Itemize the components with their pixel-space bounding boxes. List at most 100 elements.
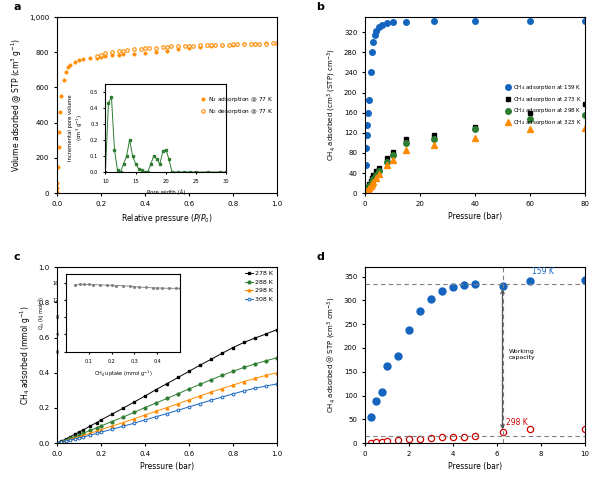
CH$_4$ adsorption at 323 K <box>389 157 396 163</box>
278 K <box>93 420 100 426</box>
278 K <box>62 436 70 442</box>
N$_2$ adsorption @ 77 K <box>241 41 248 47</box>
N$_2$ desorption @ 77 K <box>137 46 144 52</box>
CH$_4$ adsorption at 323 K <box>363 188 370 194</box>
N$_2$ adsorption @ 77 K <box>152 49 160 55</box>
308 K <box>152 414 160 420</box>
N$_2$ desorption @ 77 K <box>97 52 104 57</box>
288 K <box>93 425 100 431</box>
278 K <box>262 331 269 337</box>
CH$_4$ adsorption at 273 K <box>383 155 391 161</box>
288 K <box>53 440 61 446</box>
N$_2$ adsorption @ 77 K <box>62 69 70 75</box>
CH$_4$ adsorption at 323 K <box>367 183 374 188</box>
CH$_4$ adsorption at 273 K <box>472 124 479 130</box>
CH$_4$ adsorption at 298 K <box>581 112 589 118</box>
N$_2$ adsorption @ 77 K <box>53 185 61 191</box>
298 K <box>130 416 137 422</box>
CH$_4$ adsorption at 323 K <box>430 142 437 148</box>
N$_2$ adsorption @ 77 K <box>56 109 64 115</box>
CH$_4$ adsorption at 298 K <box>367 181 374 187</box>
N$_2$ desorption @ 77 K <box>241 41 248 47</box>
N$_2$ adsorption @ 77 K <box>71 59 78 65</box>
N$_2$ desorption @ 77 K <box>130 46 137 52</box>
298 K <box>80 432 87 438</box>
278 K <box>67 434 74 440</box>
N$_2$ desorption @ 77 K <box>229 41 236 47</box>
N$_2$ adsorption @ 77 K <box>53 189 61 195</box>
298 K <box>119 420 127 426</box>
288 K <box>142 405 149 411</box>
N$_2$ adsorption @ 77 K <box>109 53 116 58</box>
Text: Working
capacity: Working capacity <box>509 349 536 360</box>
CH$_4$ adsorption at 273 K <box>363 187 370 193</box>
278 K <box>185 368 193 374</box>
308 K <box>76 435 83 441</box>
CH$_4$ adsorption at 298 K <box>363 187 370 193</box>
288 K <box>218 373 226 378</box>
308 K <box>80 434 87 440</box>
308 K <box>58 439 65 445</box>
CH$_4$ adsorption at 159 K <box>365 97 373 103</box>
278 K <box>229 345 236 351</box>
278 K <box>218 351 226 356</box>
288 K <box>109 419 116 425</box>
288 K <box>97 423 104 429</box>
N$_2$ adsorption @ 77 K <box>80 56 87 62</box>
CH$_4$ adsorption at 273 K <box>362 188 370 194</box>
N$_2$ adsorption @ 77 K <box>175 46 182 52</box>
X-axis label: Pressure (bar): Pressure (bar) <box>140 462 194 471</box>
CH$_4$ adsorption at 159 K <box>363 132 370 138</box>
288 K <box>274 355 281 361</box>
298 K <box>274 370 281 375</box>
CH$_4$ adsorption at 159 K <box>370 39 377 45</box>
CH$_4$ adsorption at 273 K <box>365 181 373 187</box>
298 K <box>76 434 83 440</box>
N$_2$ desorption @ 77 K <box>185 43 193 49</box>
CH$_4$ adsorption at 298 K <box>364 187 371 192</box>
CH$_4$ adsorption at 159 K <box>472 18 479 24</box>
X-axis label: Pressure (bar): Pressure (bar) <box>448 462 502 471</box>
N$_2$ adsorption @ 77 K <box>262 40 269 46</box>
298 K <box>53 440 61 446</box>
CH$_4$ adsorption at 159 K <box>368 49 376 55</box>
N$_2$ adsorption @ 77 K <box>185 45 193 51</box>
CH$_4$ adsorption at 323 K <box>365 185 373 190</box>
Text: d: d <box>317 252 325 262</box>
278 K <box>196 362 203 368</box>
308 K <box>229 391 236 397</box>
N$_2$ adsorption @ 77 K <box>64 64 71 70</box>
Y-axis label: CH$_4$ adsorbed (mmol g$^{-1}$): CH$_4$ adsorbed (mmol g$^{-1}$) <box>18 305 32 405</box>
308 K <box>53 440 61 446</box>
Line: CH$_4$ adsorption at 159 K: CH$_4$ adsorption at 159 K <box>363 19 588 168</box>
288 K <box>58 439 65 445</box>
CH$_4$ adsorption at 273 K <box>364 184 371 190</box>
308 K <box>109 426 116 432</box>
N$_2$ desorption @ 77 K <box>212 42 219 48</box>
CH$_4$ adsorption at 298 K <box>389 152 396 158</box>
278 K <box>76 429 83 435</box>
N$_2$ adsorption @ 77 K <box>55 145 62 150</box>
288 K <box>185 386 193 392</box>
CH$_4$ adsorption at 273 K <box>367 178 374 184</box>
CH$_4$ adsorption at 159 K <box>375 24 382 30</box>
288 K <box>229 368 236 374</box>
278 K <box>175 375 182 380</box>
N$_2$ desorption @ 77 K <box>163 44 170 50</box>
288 K <box>163 395 170 401</box>
298 K <box>152 409 160 414</box>
CH$_4$ adsorption at 273 K <box>389 149 396 155</box>
288 K <box>76 432 83 438</box>
278 K <box>119 405 127 411</box>
N$_2$ desorption @ 77 K <box>102 51 109 56</box>
308 K <box>142 417 149 423</box>
298 K <box>67 436 74 442</box>
278 K <box>163 381 170 387</box>
N$_2$ adsorption @ 77 K <box>67 62 74 68</box>
N$_2$ desorption @ 77 K <box>115 48 122 54</box>
CH$_4$ adsorption at 298 K <box>365 183 373 189</box>
Line: 308 K: 308 K <box>56 383 278 445</box>
N$_2$ adsorption @ 77 K <box>251 41 259 47</box>
288 K <box>71 434 78 440</box>
CH$_4$ adsorption at 159 K <box>364 122 371 128</box>
